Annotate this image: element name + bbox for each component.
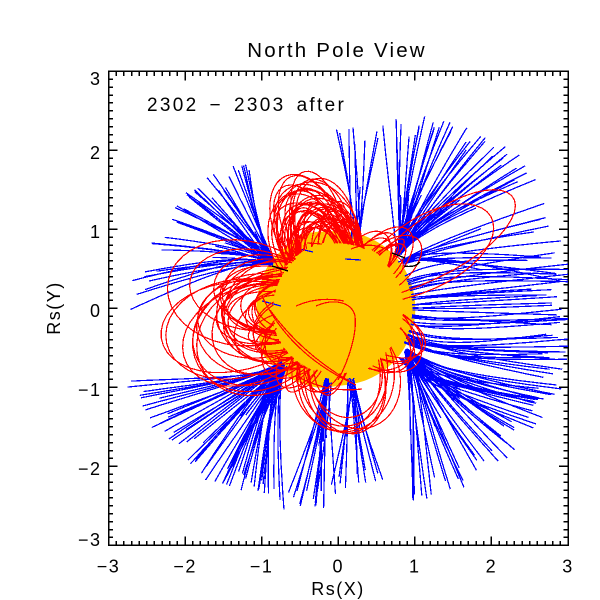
- svg-text:3: 3: [562, 557, 574, 577]
- svg-text:−2: −2: [78, 459, 102, 479]
- svg-text:−3: −3: [97, 557, 121, 577]
- svg-text:North Pole View: North Pole View: [247, 39, 427, 62]
- svg-text:2: 2: [90, 143, 102, 163]
- svg-text:2302 − 2303 after: 2302 − 2303 after: [147, 95, 346, 116]
- svg-text:−1: −1: [78, 380, 102, 400]
- svg-text:Rs(X): Rs(X): [311, 579, 365, 599]
- svg-text:1: 1: [90, 222, 102, 242]
- svg-text:2: 2: [486, 557, 498, 577]
- svg-text:0: 0: [332, 557, 344, 577]
- svg-text:−1: −1: [250, 557, 274, 577]
- svg-text:Rs(Y): Rs(Y): [44, 281, 64, 335]
- svg-text:0: 0: [90, 301, 102, 321]
- svg-text:1: 1: [409, 557, 421, 577]
- svg-text:−2: −2: [173, 557, 197, 577]
- svg-text:−3: −3: [78, 530, 102, 550]
- svg-text:3: 3: [90, 69, 102, 89]
